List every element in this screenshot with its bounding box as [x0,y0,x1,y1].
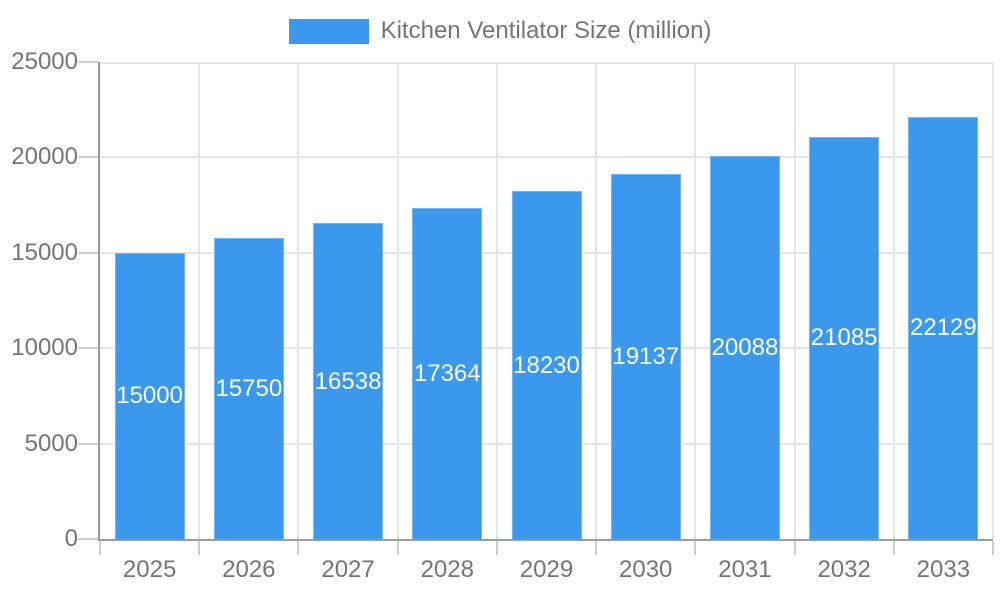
bar-value-label: 21085 [810,324,878,352]
x-tick-mark [99,541,101,555]
bar-value-label: 18230 [513,351,580,379]
horizontal-gridline [100,156,993,159]
vertical-gridline [396,62,399,539]
vertical-gridline [694,62,697,539]
x-tick-mark [992,541,994,555]
bar-2030[interactable]: 19137 [610,173,681,539]
bar-2027[interactable]: 16538 [313,223,384,539]
bar-2029[interactable]: 18230 [511,191,582,539]
horizontal-gridline [100,62,993,64]
x-axis-line [98,539,993,541]
x-tick-mark [595,541,598,555]
x-axis-label: 2031 [718,556,772,583]
x-axis-label: 2025 [122,556,177,583]
bar-value-label: 16538 [314,367,382,395]
bar-2032[interactable]: 21085 [809,136,880,539]
y-axis: 0 5000 10000 15000 20000 25000 [0,0,78,600]
vertical-gridline [495,62,498,539]
x-axis-label: 2033 [916,556,971,583]
vertical-gridline [297,62,300,539]
x-axis-label: 2027 [321,556,375,583]
y-axis-label: 0 [64,525,78,552]
x-axis-label: 2032 [817,556,871,583]
x-tick-mark [198,541,201,555]
legend[interactable]: Kitchen Ventilator Size (million) [0,17,1000,45]
bar-2025[interactable]: 15000 [114,252,185,539]
x-axis: 2025 2026 2027 2028 2029 2030 2031 2032 2033 [100,558,993,588]
bar-value-label: 22129 [910,314,977,342]
bar-value-label: 15750 [215,375,283,403]
bar-2031[interactable]: 20088 [709,155,780,539]
y-tick-mark [78,442,98,445]
x-tick-mark [396,541,399,555]
x-tick-mark [694,541,697,555]
vertical-gridline [595,62,598,539]
vertical-gridline [892,62,895,539]
bar-value-label: 17364 [413,359,481,387]
vertical-gridline [793,62,796,539]
y-axis-label: 5000 [24,429,78,457]
y-tick-mark [78,61,98,63]
x-tick-mark [495,541,498,555]
plot-area: 15000 15750 16538 17364 18230 19137 20088 21085… [78,61,994,555]
x-tick-mark [297,541,300,555]
bar-2026[interactable]: 15750 [213,238,284,539]
bar-value-label: 15000 [116,382,183,410]
y-tick-mark [78,156,98,159]
x-axis-label: 2028 [420,556,474,583]
x-tick-mark [793,541,796,555]
y-axis-label: 10000 [11,334,78,362]
bar-2028[interactable]: 17364 [412,207,483,539]
x-axis-label: 2026 [222,556,276,583]
y-tick-mark [78,347,98,350]
y-tick-mark [78,538,98,540]
x-axis-label: 2029 [519,556,574,583]
legend-swatch [288,18,369,44]
bar-value-label: 20088 [711,333,779,361]
x-tick-mark [892,541,895,555]
y-axis-label: 15000 [11,238,78,266]
y-axis-label: 20000 [11,143,78,171]
y-tick-mark [78,251,98,254]
y-axis-label: 25000 [11,48,78,75]
vertical-gridline [198,62,201,539]
legend-label: Kitchen Ventilator Size (million) [380,17,712,44]
y-axis-line [98,62,100,541]
bar-value-label: 19137 [612,342,680,370]
x-axis-label: 2030 [619,556,673,583]
bar-2033[interactable]: 22129 [908,116,979,539]
vertical-gridline [992,62,994,539]
